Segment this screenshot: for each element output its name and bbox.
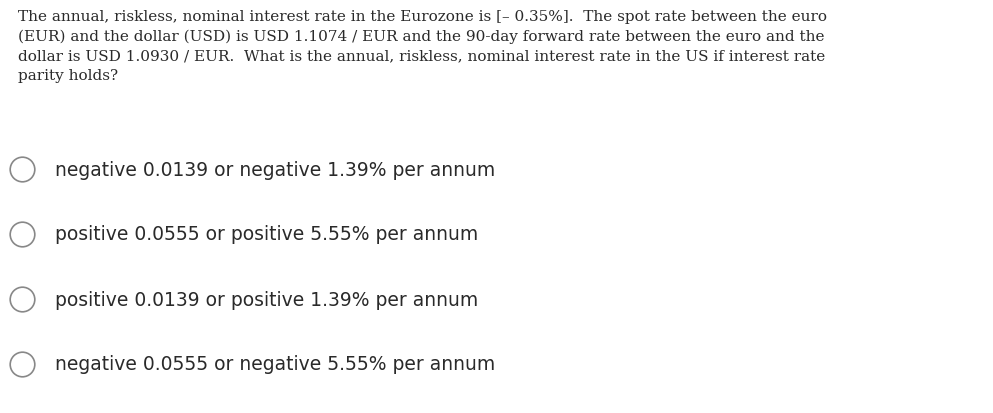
Point [14,296,30,303]
Text: positive 0.0139 or positive 1.39% per annum: positive 0.0139 or positive 1.39% per an… [55,290,479,309]
Text: positive 0.0555 or positive 5.55% per annum: positive 0.0555 or positive 5.55% per an… [55,225,479,244]
Point [14,166,30,173]
Point [14,361,30,368]
Point [14,231,30,238]
Text: negative 0.0139 or negative 1.39% per annum: negative 0.0139 or negative 1.39% per an… [55,160,496,179]
Text: negative 0.0555 or negative 5.55% per annum: negative 0.0555 or negative 5.55% per an… [55,355,496,374]
Text: The annual, riskless, nominal interest rate in the Eurozone is [– 0.35%].  The s: The annual, riskless, nominal interest r… [18,10,827,83]
